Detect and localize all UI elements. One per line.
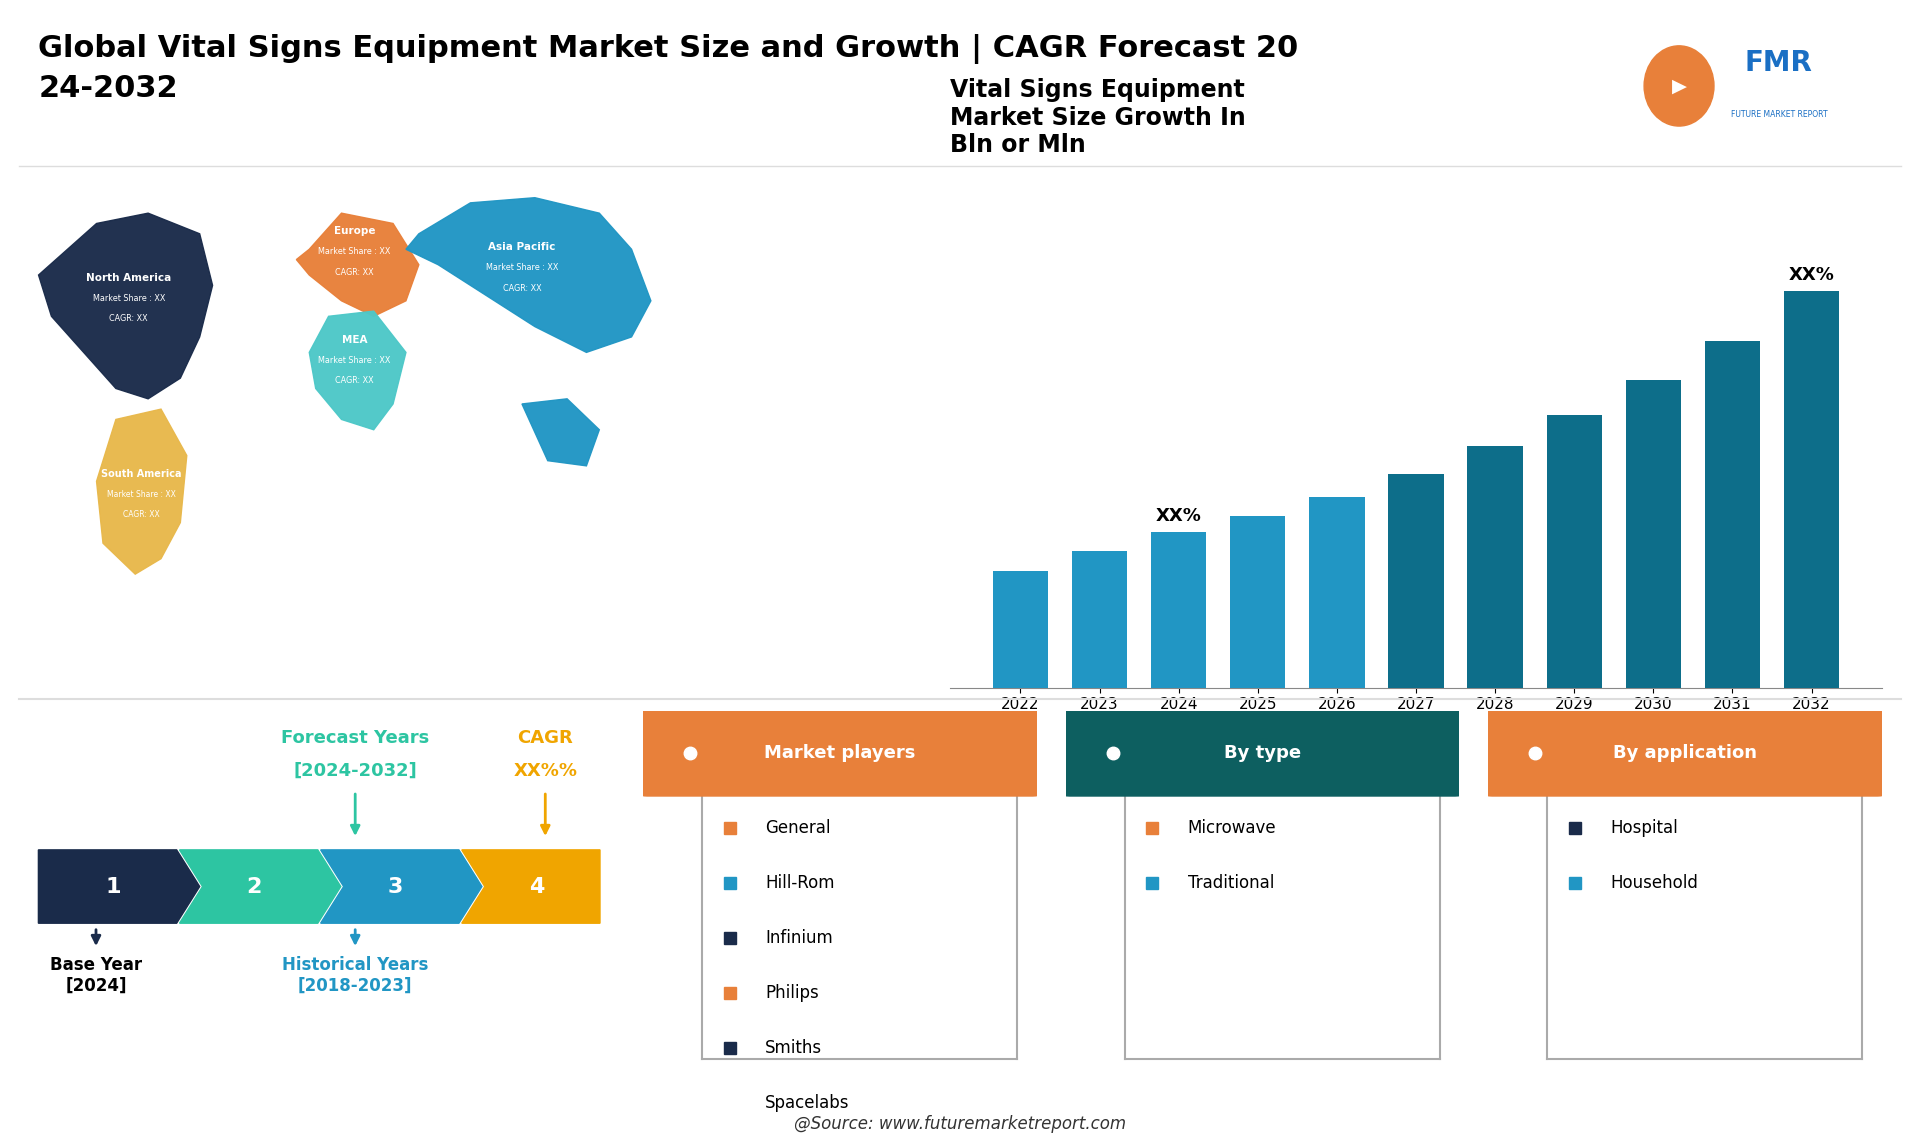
Circle shape: [1644, 46, 1715, 126]
Text: CAGR: XX: CAGR: XX: [109, 314, 148, 323]
Text: Hospital: Hospital: [1611, 819, 1678, 837]
Polygon shape: [321, 850, 482, 924]
Text: MEA: MEA: [342, 335, 367, 345]
Text: 4: 4: [528, 877, 545, 896]
Text: Infinium: Infinium: [766, 929, 833, 947]
Text: XX%: XX%: [1156, 507, 1202, 525]
Text: Europe: Europe: [334, 226, 374, 236]
Polygon shape: [179, 850, 342, 924]
FancyBboxPatch shape: [1478, 708, 1891, 796]
Text: 2: 2: [246, 877, 263, 896]
Text: By type: By type: [1223, 744, 1302, 762]
Text: Market Share : XX: Market Share : XX: [319, 355, 390, 364]
Text: CAGR: CAGR: [516, 729, 574, 747]
FancyBboxPatch shape: [1056, 708, 1469, 796]
Polygon shape: [38, 213, 213, 399]
Text: Asia Pacific: Asia Pacific: [488, 242, 555, 252]
Text: Household: Household: [1611, 874, 1697, 892]
Bar: [1231, 517, 1286, 688]
Text: @Source: www.futuremarketreport.com: @Source: www.futuremarketreport.com: [795, 1115, 1125, 1132]
Text: Traditional: Traditional: [1188, 874, 1275, 892]
Text: CAGR: XX: CAGR: XX: [123, 510, 159, 519]
Polygon shape: [405, 197, 651, 353]
Text: Hill-Rom: Hill-Rom: [766, 874, 835, 892]
Text: Market Share : XX: Market Share : XX: [486, 262, 559, 272]
Text: ▶: ▶: [1672, 77, 1686, 95]
Text: Market Share : XX: Market Share : XX: [319, 248, 390, 257]
Text: South America: South America: [102, 469, 182, 479]
Text: Base Year
[2024]: Base Year [2024]: [50, 956, 142, 995]
Text: By application: By application: [1613, 744, 1757, 762]
Text: Philips: Philips: [766, 984, 820, 1002]
Text: Vital Signs Equipment
Market Size Growth In
Bln or Mln: Vital Signs Equipment Market Size Growth…: [950, 78, 1246, 157]
Text: 3: 3: [388, 877, 403, 896]
Polygon shape: [296, 213, 419, 316]
Bar: [1546, 415, 1601, 688]
Text: CAGR: XX: CAGR: XX: [336, 376, 374, 385]
Text: XX%: XX%: [1789, 266, 1834, 284]
Polygon shape: [309, 311, 405, 430]
Text: Historical Years
[2018-2023]: Historical Years [2018-2023]: [282, 956, 428, 995]
Text: XX%%: XX%%: [513, 762, 578, 780]
Polygon shape: [461, 850, 599, 924]
Text: Smiths: Smiths: [766, 1039, 822, 1057]
Polygon shape: [96, 409, 186, 574]
Bar: [1784, 291, 1839, 688]
Text: Microwave: Microwave: [1188, 819, 1277, 837]
Bar: [1626, 380, 1682, 688]
Bar: [1071, 551, 1127, 688]
Text: Forecast Years: Forecast Years: [280, 729, 430, 747]
Polygon shape: [38, 850, 200, 924]
Text: [2024-2032]: [2024-2032]: [294, 762, 417, 780]
Text: FMR: FMR: [1745, 49, 1812, 77]
Bar: [993, 571, 1048, 688]
Text: Market Share : XX: Market Share : XX: [92, 293, 165, 303]
Text: General: General: [766, 819, 831, 837]
Text: 1: 1: [106, 877, 121, 896]
Polygon shape: [522, 399, 599, 465]
Bar: [1309, 497, 1365, 688]
Text: FUTURE MARKET REPORT: FUTURE MARKET REPORT: [1730, 110, 1828, 119]
Text: CAGR: XX: CAGR: XX: [336, 268, 374, 277]
Bar: [1705, 342, 1761, 688]
Bar: [1467, 447, 1523, 688]
Text: CAGR: XX: CAGR: XX: [503, 283, 541, 292]
Text: Market Share : XX: Market Share : XX: [108, 489, 177, 499]
Text: Market players: Market players: [764, 744, 916, 762]
Text: Global Vital Signs Equipment Market Size and Growth | CAGR Forecast 20
24-2032: Global Vital Signs Equipment Market Size…: [38, 34, 1298, 103]
Bar: [1388, 473, 1444, 688]
FancyBboxPatch shape: [634, 708, 1046, 796]
Text: North America: North America: [86, 273, 171, 283]
Text: Spacelabs: Spacelabs: [766, 1094, 851, 1112]
Bar: [1150, 532, 1206, 688]
